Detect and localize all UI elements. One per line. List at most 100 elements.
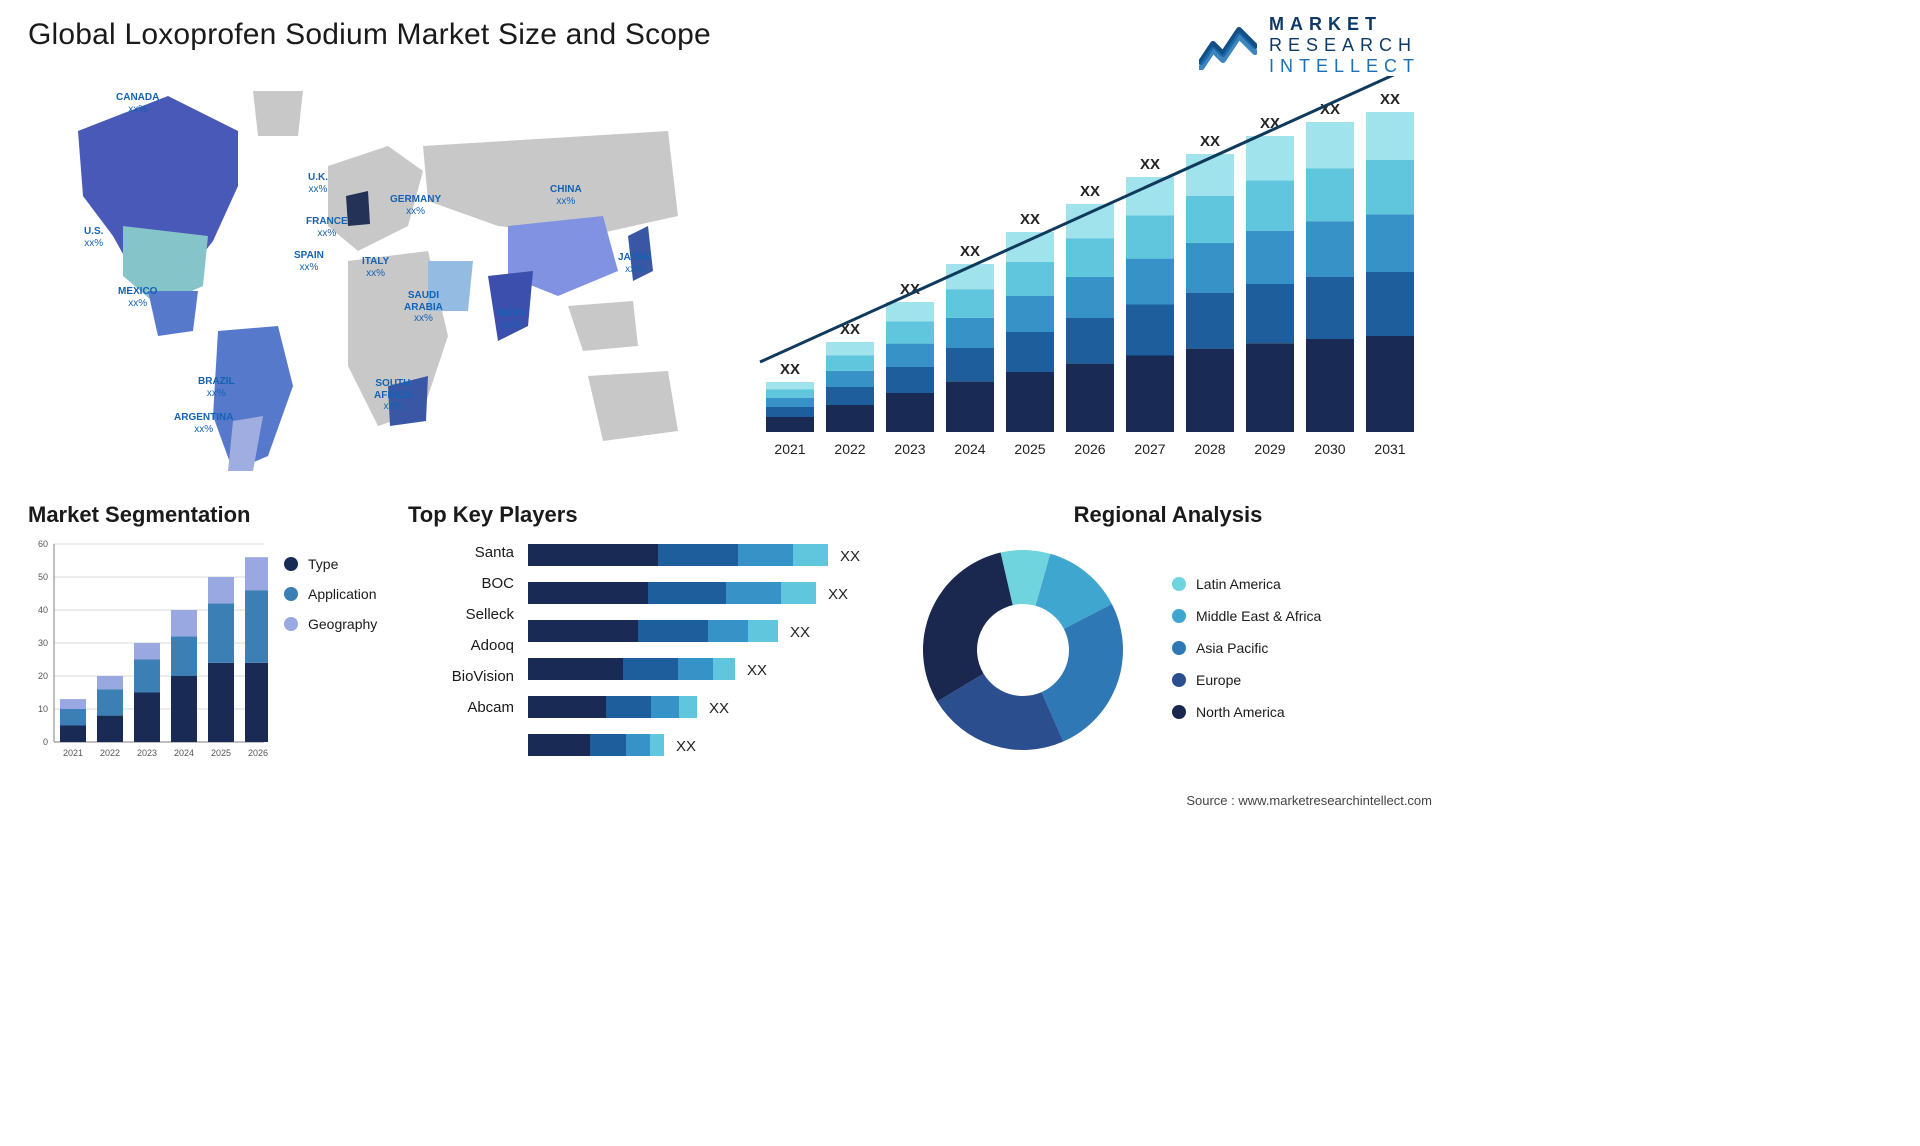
regional-legend-item: Latin America [1172, 576, 1321, 592]
logo-line2: RESEARCH [1269, 35, 1420, 56]
key-player-name: Adooq [408, 637, 514, 654]
source-attribution: Source : www.marketresearchintellect.com [1186, 793, 1432, 808]
regional-legend-item: North America [1172, 704, 1321, 720]
map-label-italy: ITALYxx% [362, 256, 389, 279]
key-player-name: BioVision [408, 668, 514, 685]
segmentation-legend-item: Geography [284, 616, 377, 632]
legend-swatch-icon [1172, 673, 1186, 687]
svg-text:2022: 2022 [100, 748, 120, 758]
svg-text:2025: 2025 [1014, 441, 1045, 457]
map-label-mexico: MEXICOxx% [118, 286, 157, 309]
svg-text:50: 50 [38, 572, 48, 582]
svg-text:10: 10 [38, 704, 48, 714]
svg-text:XX: XX [1200, 133, 1220, 150]
legend-swatch-icon [1172, 641, 1186, 655]
svg-text:2026: 2026 [248, 748, 268, 758]
map-label-india: INDIAxx% [498, 308, 525, 331]
svg-text:XX: XX [1380, 91, 1400, 108]
legend-label: Europe [1196, 672, 1241, 688]
legend-label: Latin America [1196, 576, 1281, 592]
svg-text:2029: 2029 [1254, 441, 1285, 457]
svg-text:XX: XX [747, 662, 767, 679]
key-player-name: BOC [408, 575, 514, 592]
svg-text:XX: XX [780, 361, 800, 378]
map-label-china: CHINAxx% [550, 184, 582, 207]
svg-text:2026: 2026 [1074, 441, 1105, 457]
svg-text:XX: XX [828, 586, 848, 603]
logo-line3: INTELLECT [1269, 56, 1420, 77]
legend-swatch-icon [284, 587, 298, 601]
svg-text:2022: 2022 [834, 441, 865, 457]
segmentation-legend-item: Type [284, 556, 377, 572]
map-label-france: FRANCExx% [306, 216, 348, 239]
legend-swatch-icon [1172, 609, 1186, 623]
map-label-argentina: ARGENTINAxx% [174, 412, 233, 435]
svg-text:XX: XX [1080, 183, 1100, 200]
svg-text:40: 40 [38, 605, 48, 615]
legend-swatch-icon [1172, 577, 1186, 591]
svg-text:XX: XX [676, 738, 696, 755]
legend-swatch-icon [284, 557, 298, 571]
svg-text:2027: 2027 [1134, 441, 1165, 457]
key-player-name: Abcam [408, 699, 514, 716]
svg-text:2021: 2021 [63, 748, 83, 758]
segmentation-legend: Type Application Geography [284, 538, 377, 768]
svg-text:XX: XX [790, 624, 810, 641]
legend-label: Geography [308, 616, 377, 632]
svg-text:XX: XX [960, 243, 980, 260]
world-map-panel: CANADAxx% U.S.xx% MEXICOxx% BRAZILxx% ARGENT… [28, 76, 708, 476]
logo-wordmark: MARKET RESEARCH INTELLECT [1269, 14, 1420, 78]
svg-text:XX: XX [1140, 156, 1160, 173]
svg-text:XX: XX [709, 700, 729, 717]
regional-panel: Regional Analysis Latin AmericaMiddle Ea… [908, 502, 1428, 770]
svg-text:2028: 2028 [1194, 441, 1225, 457]
map-label-germany: GERMANYxx% [390, 194, 441, 217]
svg-text:2023: 2023 [137, 748, 157, 758]
segmentation-legend-item: Application [284, 586, 377, 602]
svg-text:2024: 2024 [174, 748, 194, 758]
logo-line1: MARKET [1269, 14, 1420, 35]
key-player-name: Selleck [408, 606, 514, 623]
brand-logo: MARKET RESEARCH INTELLECT [1199, 14, 1420, 78]
svg-text:0: 0 [43, 737, 48, 747]
map-label-u-k-: U.K.xx% [308, 172, 328, 195]
svg-text:XX: XX [1020, 211, 1040, 228]
legend-label: North America [1196, 704, 1285, 720]
segmentation-panel: Market Segmentation 0 10 20 30 40 50 60 2021 202… [28, 502, 388, 770]
segmentation-chart: 0 10 20 30 40 50 60 2021 2022 2023 2024 2025 2026 [28, 538, 268, 768]
key-players-names: Santa BOC Selleck Adooq BioVision Abcam [408, 538, 514, 770]
svg-text:60: 60 [38, 539, 48, 549]
svg-text:XX: XX [840, 548, 860, 565]
legend-swatch-icon [1172, 705, 1186, 719]
svg-text:30: 30 [38, 638, 48, 648]
logo-mark-icon [1199, 22, 1257, 70]
legend-swatch-icon [284, 617, 298, 631]
map-label-canada: CANADAxx% [116, 92, 159, 115]
regional-legend-item: Asia Pacific [1172, 640, 1321, 656]
legend-label: Application [308, 586, 377, 602]
key-player-name: Santa [408, 544, 514, 561]
key-players-chart: XX XX XX XX XX XX [528, 538, 868, 770]
map-label-brazil: BRAZILxx% [198, 376, 235, 399]
svg-text:20: 20 [38, 671, 48, 681]
segmentation-title: Market Segmentation [28, 502, 388, 528]
map-label-spain: SPAINxx% [294, 250, 324, 273]
regional-legend: Latin America Middle East & Africa Asia Pa… [1172, 576, 1321, 720]
svg-text:2023: 2023 [894, 441, 925, 457]
map-label-saudi-arabia: SAUDIARABIAxx% [404, 290, 443, 325]
growth-bar-chart: XX 2021 XX 2022 XX 2023 XX 2024 XX 2025 XX 2026 XX 20… [748, 76, 1428, 476]
svg-text:2024: 2024 [954, 441, 985, 457]
regional-legend-item: Middle East & Africa [1172, 608, 1321, 624]
svg-text:2021: 2021 [774, 441, 805, 457]
map-label-u-s-: U.S.xx% [84, 226, 103, 249]
regional-donut-chart [908, 538, 1148, 758]
svg-text:2025: 2025 [211, 748, 231, 758]
legend-label: Type [308, 556, 338, 572]
svg-text:2031: 2031 [1374, 441, 1405, 457]
key-players-title: Top Key Players [408, 502, 868, 528]
legend-label: Asia Pacific [1196, 640, 1268, 656]
regional-legend-item: Europe [1172, 672, 1321, 688]
key-players-panel: Top Key Players Santa BOC Selleck Adooq BioV… [408, 502, 868, 770]
svg-text:2030: 2030 [1314, 441, 1345, 457]
map-label-japan: JAPANxx% [618, 252, 651, 275]
